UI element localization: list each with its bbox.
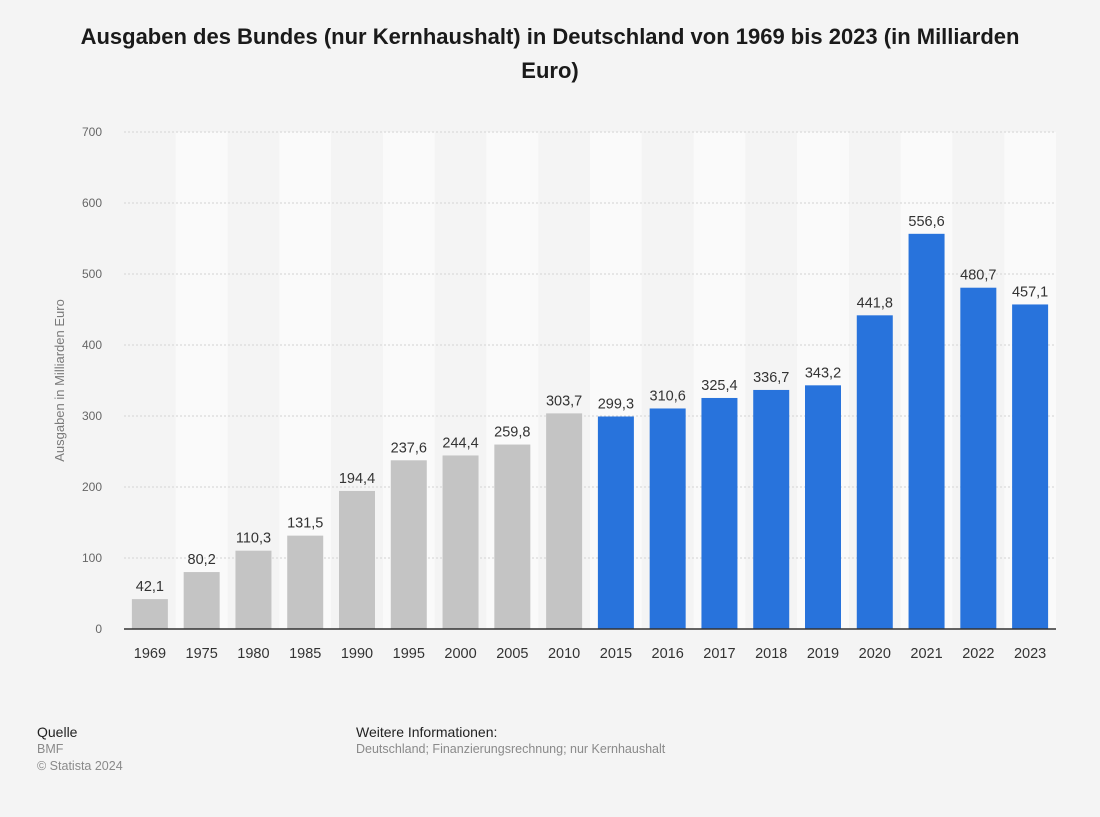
value-label: 556,6 [908, 214, 944, 230]
x-tick-label: 2022 [962, 646, 994, 662]
value-label: 110,3 [236, 531, 271, 547]
value-label: 244,4 [442, 435, 478, 451]
info-text: Deutschland; Finanzierungsrechnung; nur … [356, 742, 666, 756]
y-tick-label: 100 [82, 551, 102, 565]
source-block: Quelle BMF © Statista 2024 [37, 724, 123, 775]
x-tick-label: 2019 [807, 646, 839, 662]
bar [183, 572, 220, 629]
x-tick-label: 2020 [859, 646, 891, 662]
y-tick-label: 0 [95, 622, 102, 636]
value-label: 299,3 [598, 396, 634, 412]
value-label: 237,6 [391, 440, 427, 456]
x-tick-label: 2016 [652, 646, 684, 662]
bar [597, 416, 634, 629]
y-tick-label: 600 [82, 196, 102, 210]
x-tick-label: 2005 [496, 646, 528, 662]
bar [287, 535, 324, 629]
x-tick-label: 1995 [393, 646, 425, 662]
bar [235, 550, 272, 629]
value-label: 325,4 [701, 378, 737, 394]
bar [339, 490, 375, 629]
y-axis-title: Ausgaben in Milliarden Euro [52, 299, 67, 462]
bar [753, 389, 790, 629]
bar [131, 599, 168, 629]
value-label: 457,1 [1012, 284, 1048, 300]
x-tick-label: 1990 [341, 646, 373, 662]
bar [856, 315, 893, 629]
info-block: Weitere Informationen: Deutschland; Fina… [356, 724, 665, 758]
y-tick-label: 400 [82, 338, 102, 352]
x-tick-label: 2021 [910, 646, 942, 662]
bar [390, 460, 427, 629]
x-tick-label: 2000 [444, 646, 476, 662]
bar [960, 287, 997, 629]
bar [649, 408, 686, 629]
source-heading: Quelle [37, 724, 78, 740]
info-heading: Weitere Informationen: [356, 724, 498, 740]
value-label: 303,7 [546, 393, 582, 409]
column-band [175, 132, 228, 629]
bar [908, 233, 945, 629]
value-label: 336,7 [753, 370, 789, 386]
value-label: 343,2 [805, 365, 841, 381]
value-label: 80,2 [188, 552, 216, 568]
x-tick-label: 2010 [548, 646, 580, 662]
x-tick-label: 1980 [237, 646, 269, 662]
bar [546, 413, 583, 629]
x-tick-label: 2023 [1014, 646, 1046, 662]
value-label: 259,8 [494, 425, 530, 441]
value-label: 194,4 [339, 471, 375, 487]
y-tick-label: 200 [82, 480, 102, 494]
bar [494, 444, 531, 629]
x-tick-label: 1975 [186, 646, 218, 662]
bar-chart: 0 100 200 300 400 500 600 700 42,1 1969 80,2 1975 11… [52, 125, 1056, 662]
x-tick-label: 2017 [703, 646, 735, 662]
bar [442, 455, 479, 629]
copyright-text[interactable]: © Statista 2024 [37, 759, 123, 773]
source-value[interactable]: BMF [37, 742, 64, 756]
bar [701, 397, 738, 629]
x-tick-label: 2018 [755, 646, 787, 662]
x-tick-label: 1969 [134, 646, 166, 662]
value-label: 441,8 [857, 295, 893, 311]
value-label: 42,1 [136, 579, 164, 595]
value-label: 480,7 [960, 268, 996, 284]
value-label: 131,5 [287, 516, 323, 532]
y-tick-label: 700 [82, 125, 102, 139]
y-tick-label: 500 [82, 267, 102, 281]
x-tick-label: 2015 [600, 646, 632, 662]
value-label: 310,6 [650, 388, 686, 404]
bar [805, 385, 841, 629]
chart-title: Ausgaben des Bundes (nur Kernhaushalt) i… [80, 24, 1020, 83]
y-tick-label: 300 [82, 409, 102, 423]
bar [1012, 304, 1049, 629]
x-tick-label: 1985 [289, 646, 321, 662]
